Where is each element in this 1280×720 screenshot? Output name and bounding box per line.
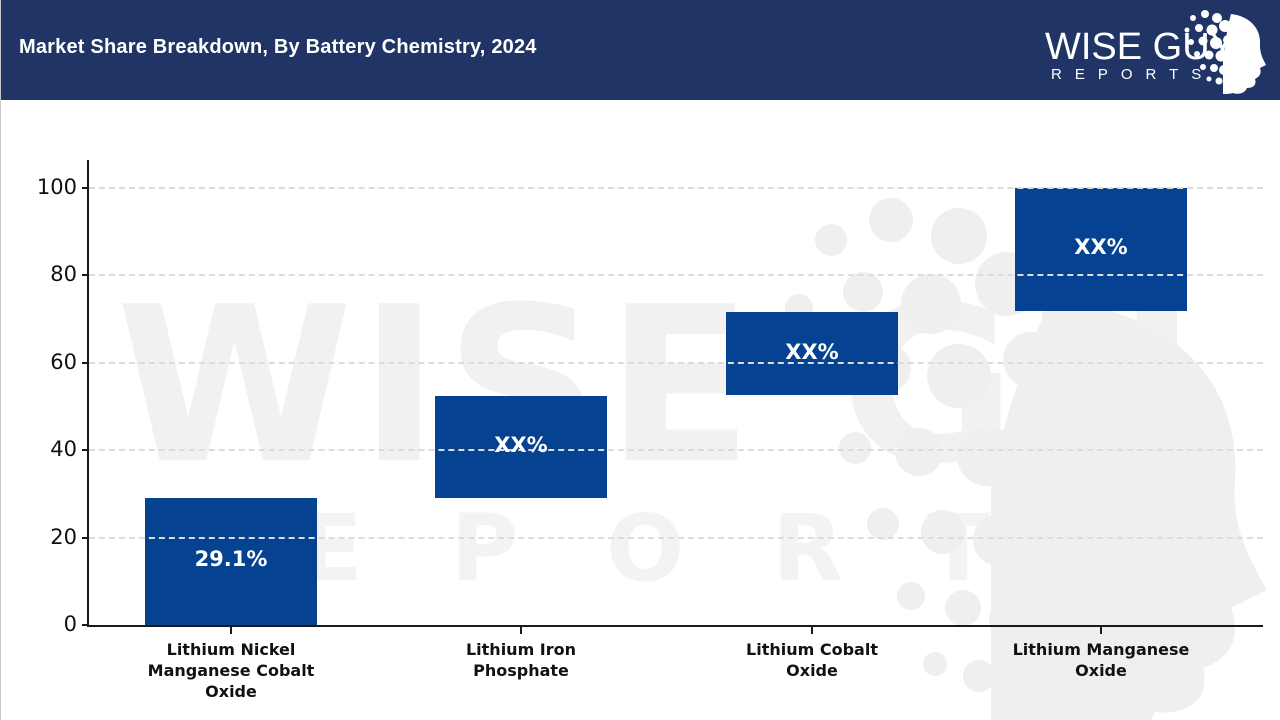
x-tick-3	[1100, 627, 1102, 634]
logo-subtitle: REPORTS	[1051, 66, 1215, 83]
y-tick-100	[82, 186, 89, 189]
y-tick-label-100: 100	[36, 174, 77, 199]
bar-value-label: XX%	[785, 339, 839, 364]
y-tick-label-20: 20	[50, 524, 77, 549]
logo-face-icon	[1184, 10, 1266, 94]
gridline-80	[89, 274, 1263, 276]
y-tick-label-60: 60	[50, 349, 77, 374]
page-title: Market Share Breakdown, By Battery Chemi…	[19, 36, 537, 58]
y-tick-40	[82, 449, 89, 451]
bar-segment	[145, 497, 317, 625]
x-category-label: Lithium Nickel Manganese Cobalt Oxide	[147, 640, 315, 701]
x-axis-spine	[87, 625, 1263, 627]
bar-value-label: 29.1%	[194, 547, 268, 572]
logo-wordmark: WISE GUY	[1045, 26, 1236, 68]
gridline-40	[89, 449, 1263, 451]
bar-segment	[1015, 187, 1187, 311]
bar-value-label: XX%	[1074, 235, 1128, 260]
gridline-100	[89, 186, 1263, 189]
x-category-label: Lithium Manganese Oxide	[1012, 640, 1190, 680]
y-tick-80	[82, 274, 89, 276]
x-tick-2	[811, 627, 813, 634]
y-tick-label-80: 80	[50, 262, 77, 286]
x-tick-1	[520, 627, 522, 634]
x-category-label: Lithium Iron Phosphate	[465, 640, 577, 680]
y-tick-20	[82, 536, 89, 539]
y-tick-label-40: 40	[50, 437, 77, 461]
wise-guy-logo: WISE GUY REPORTS	[1015, 8, 1266, 94]
header-bar: Market Share Breakdown, By Battery Chemi…	[1, 0, 1280, 100]
gridline-60	[89, 361, 1263, 364]
x-tick-0	[230, 627, 232, 634]
y-tick-60	[82, 361, 89, 364]
chart-area: WISE GU REPORTS 0 20 40 60 80 100 29.1% Lith	[1, 100, 1280, 720]
x-category-label: Lithium Cobalt Oxide	[746, 640, 878, 680]
bar-segment	[435, 395, 607, 498]
y-axis-spine	[87, 160, 89, 627]
gridline-20	[89, 536, 1263, 539]
bar-value-label: XX%	[494, 432, 548, 457]
y-tick-0	[82, 624, 89, 626]
y-tick-label-0: 0	[63, 612, 77, 636]
